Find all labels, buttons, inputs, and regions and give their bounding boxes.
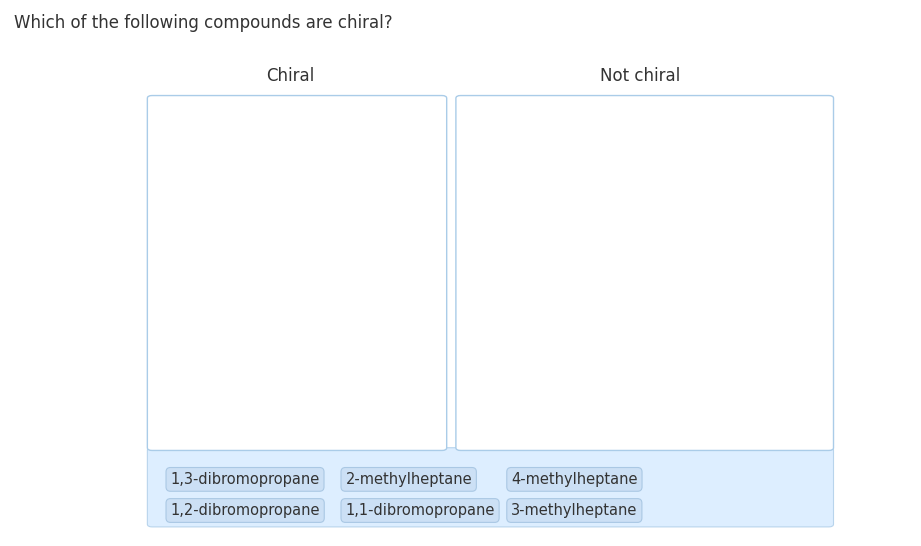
FancyBboxPatch shape: [147, 96, 447, 450]
Text: 1,3-dibromopropane: 1,3-dibromopropane: [170, 472, 320, 487]
FancyBboxPatch shape: [456, 96, 834, 450]
Text: 1,1-dibromopropane: 1,1-dibromopropane: [345, 503, 495, 518]
Text: Chiral: Chiral: [266, 67, 314, 85]
Text: 4-methylheptane: 4-methylheptane: [511, 472, 637, 487]
Text: 2-methylheptane: 2-methylheptane: [345, 472, 472, 487]
Text: Which of the following compounds are chiral?: Which of the following compounds are chi…: [14, 14, 392, 32]
Text: Not chiral: Not chiral: [600, 67, 681, 85]
Text: 1,2-dibromopropane: 1,2-dibromopropane: [170, 503, 320, 518]
Text: 3-methylheptane: 3-methylheptane: [511, 503, 637, 518]
FancyBboxPatch shape: [147, 448, 834, 527]
